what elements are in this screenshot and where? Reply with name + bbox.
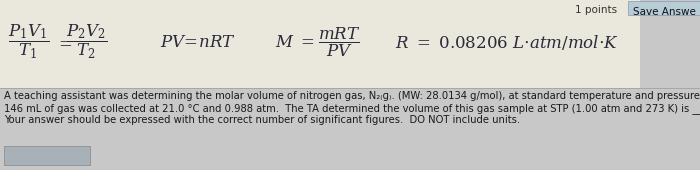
FancyBboxPatch shape bbox=[640, 0, 700, 15]
FancyBboxPatch shape bbox=[0, 0, 640, 88]
Text: A teaching assistant was determining the molar volume of nitrogen gas, N₂₍ɡ₎. (M: A teaching assistant was determining the… bbox=[4, 91, 700, 101]
FancyBboxPatch shape bbox=[627, 1, 700, 14]
FancyBboxPatch shape bbox=[4, 146, 90, 165]
Text: $PV\!=\!nRT$: $PV\!=\!nRT$ bbox=[160, 33, 236, 51]
Text: Your answer should be expressed with the correct number of significant figures. : Your answer should be expressed with the… bbox=[4, 115, 520, 125]
Text: $R \ = \ 0.08206 \ L{\cdot}atm/mol{\cdot}K$: $R \ = \ 0.08206 \ L{\cdot}atm/mol{\cdot… bbox=[395, 32, 620, 52]
Text: $M \ =$: $M \ =$ bbox=[275, 33, 315, 51]
Text: $\dfrac{P_1V_1}{T_1}$: $\dfrac{P_1V_1}{T_1}$ bbox=[8, 23, 49, 61]
Text: 1 points: 1 points bbox=[575, 5, 617, 15]
Text: $\dfrac{P_2V_2}{T_2}$: $\dfrac{P_2V_2}{T_2}$ bbox=[66, 23, 107, 61]
Text: Save Answe: Save Answe bbox=[633, 7, 695, 17]
Text: $=$: $=$ bbox=[55, 33, 72, 51]
Text: $\dfrac{mRT}{PV}$: $\dfrac{mRT}{PV}$ bbox=[318, 25, 360, 59]
Text: 146 mL of gas was collected at 21.0 °C and 0.988 atm.  The TA determined the vol: 146 mL of gas was collected at 21.0 °C a… bbox=[4, 103, 700, 114]
